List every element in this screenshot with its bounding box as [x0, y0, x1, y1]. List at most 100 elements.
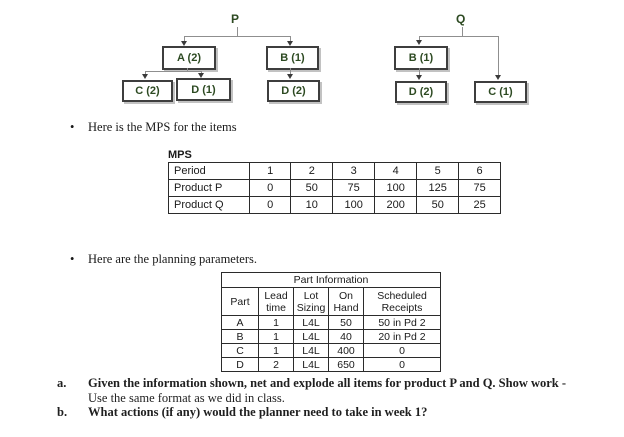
parts-d-lead: 2	[258, 357, 294, 372]
question-a-marker: a.	[57, 376, 67, 390]
mps-period-6: 6	[458, 162, 501, 180]
mps-table: Period 1 2 3 4 5 6 Product P 0 50 75 100…	[167, 162, 501, 214]
parts-b-part: B	[221, 329, 259, 344]
arrowhead-icon	[416, 75, 422, 80]
arrowhead-icon	[287, 74, 293, 79]
parts-c-lead: 1	[258, 343, 294, 358]
table-row: D 2 L4L 650 0	[221, 357, 441, 372]
mps-period-2: 2	[290, 162, 334, 180]
tree-q-node-d: D (2)	[395, 81, 447, 103]
table-row: Period 1 2 3 4 5 6	[167, 162, 501, 180]
parts-b-receipts: 20 in Pd 2	[363, 329, 441, 344]
mps-period-3: 3	[332, 162, 376, 180]
tree-p-node-b: B (1)	[266, 46, 319, 70]
parts-header-lead-time: Lead time	[258, 287, 294, 316]
table-row: Part Information	[221, 272, 441, 288]
connector-line	[498, 36, 499, 76]
mps-q-4: 200	[374, 196, 418, 214]
mps-p-1: 0	[249, 179, 292, 197]
parts-c-receipts: 0	[363, 343, 441, 358]
mps-q-2: 10	[290, 196, 334, 214]
mps-row-p-label: Product P	[167, 179, 251, 197]
tree-p-node-d1: D (1)	[176, 78, 231, 101]
parts-header-on-hand: On Hand	[328, 287, 364, 316]
parts-b-lead: 1	[258, 329, 294, 344]
question-b-marker: b.	[57, 405, 68, 419]
bullet-params-intro-text: Here are the planning parameters.	[88, 252, 258, 266]
arrowhead-icon	[198, 73, 204, 78]
connector-line	[290, 68, 291, 75]
tree-q-root-label: Q	[456, 12, 466, 26]
mps-q-1: 0	[249, 196, 292, 214]
connector-line	[419, 68, 420, 76]
mps-row-q-label: Product Q	[167, 196, 251, 214]
parts-a-receipts: 50 in Pd 2	[363, 315, 441, 330]
mps-p-5: 125	[416, 179, 460, 197]
parts-d-onhand: 650	[328, 357, 364, 372]
connector-line	[290, 36, 291, 42]
parts-a-lead: 1	[258, 315, 294, 330]
bullet-icon: •	[70, 120, 75, 134]
parts-a-part: A	[221, 315, 259, 330]
tree-q-node-c: C (1)	[474, 81, 527, 103]
tree-p-node-d2: D (2)	[267, 80, 320, 102]
parts-a-lot: L4L	[293, 315, 329, 330]
mps-period-4: 4	[374, 162, 418, 180]
mps-period-5: 5	[416, 162, 460, 180]
parts-d-part: D	[221, 357, 259, 372]
bullet-params-intro: • Here are the planning parameters.	[70, 252, 257, 267]
questions-section: a. Given the information shown, net and …	[57, 376, 617, 420]
bullet-mps-intro-text: Here is the MPS for the items	[88, 120, 237, 134]
table-row: C 1 L4L 400 0	[221, 343, 441, 358]
table-row: Product P 0 50 75 100 125 75	[167, 179, 501, 197]
connector-line	[419, 36, 420, 41]
part-information-section: Part Information Part Lead time Lot Sizi…	[221, 272, 441, 372]
connector-line	[145, 71, 202, 72]
mps-header-period: Period	[167, 162, 251, 180]
tree-p-node-a: A (2)	[162, 46, 216, 70]
mps-q-6: 25	[458, 196, 501, 214]
mps-p-6: 75	[458, 179, 501, 197]
mps-table-title: MPS	[168, 149, 192, 161]
mps-p-2: 50	[290, 179, 334, 197]
connector-line	[419, 36, 499, 37]
parts-a-onhand: 50	[328, 315, 364, 330]
table-row: B 1 L4L 40 20 in Pd 2	[221, 329, 441, 344]
connector-line	[237, 27, 238, 36]
arrowhead-icon	[181, 41, 187, 46]
question-a: a. Given the information shown, net and …	[57, 376, 617, 405]
table-row: A 1 L4L 50 50 in Pd 2	[221, 315, 441, 330]
question-a-regular-line: Use the same format as we did in class.	[88, 390, 285, 405]
parts-b-lot: L4L	[293, 329, 329, 344]
mps-q-5: 50	[416, 196, 460, 214]
bullet-icon: •	[70, 252, 75, 266]
connector-line	[462, 27, 463, 36]
tree-p-root-label: P	[231, 12, 240, 26]
arrowhead-icon	[287, 41, 293, 46]
parts-header-scheduled-receipts: Scheduled Receipts	[363, 287, 441, 316]
parts-d-receipts: 0	[363, 357, 441, 372]
bullet-mps-intro: • Here is the MPS for the items	[70, 120, 237, 135]
question-a-bold-line: Given the information shown, net and exp…	[88, 376, 567, 390]
parts-d-lot: L4L	[293, 357, 329, 372]
parts-c-lot: L4L	[293, 343, 329, 358]
arrowhead-icon	[495, 75, 501, 80]
tree-q-node-b: B (1)	[394, 46, 448, 70]
connector-line	[187, 68, 188, 72]
parts-table-title: Part Information	[221, 272, 441, 288]
connector-line	[145, 71, 146, 75]
question-b-text: What actions (if any) would the planner …	[88, 405, 428, 419]
parts-b-onhand: 40	[328, 329, 364, 344]
arrowhead-icon	[416, 40, 422, 45]
table-row: Product Q 0 10 100 200 50 25	[167, 196, 501, 214]
mps-p-3: 75	[332, 179, 376, 197]
mps-period-1: 1	[249, 162, 292, 180]
mps-p-4: 100	[374, 179, 418, 197]
part-information-table: Part Information Part Lead time Lot Sizi…	[221, 272, 441, 372]
mps-q-3: 100	[332, 196, 376, 214]
connector-line	[184, 36, 291, 37]
connector-line	[184, 36, 185, 42]
mps-section: MPS Period 1 2 3 4 5 6 Product P 0 50 75…	[167, 149, 501, 214]
table-row: Part Lead time Lot Sizing On Hand Schedu…	[221, 287, 441, 316]
